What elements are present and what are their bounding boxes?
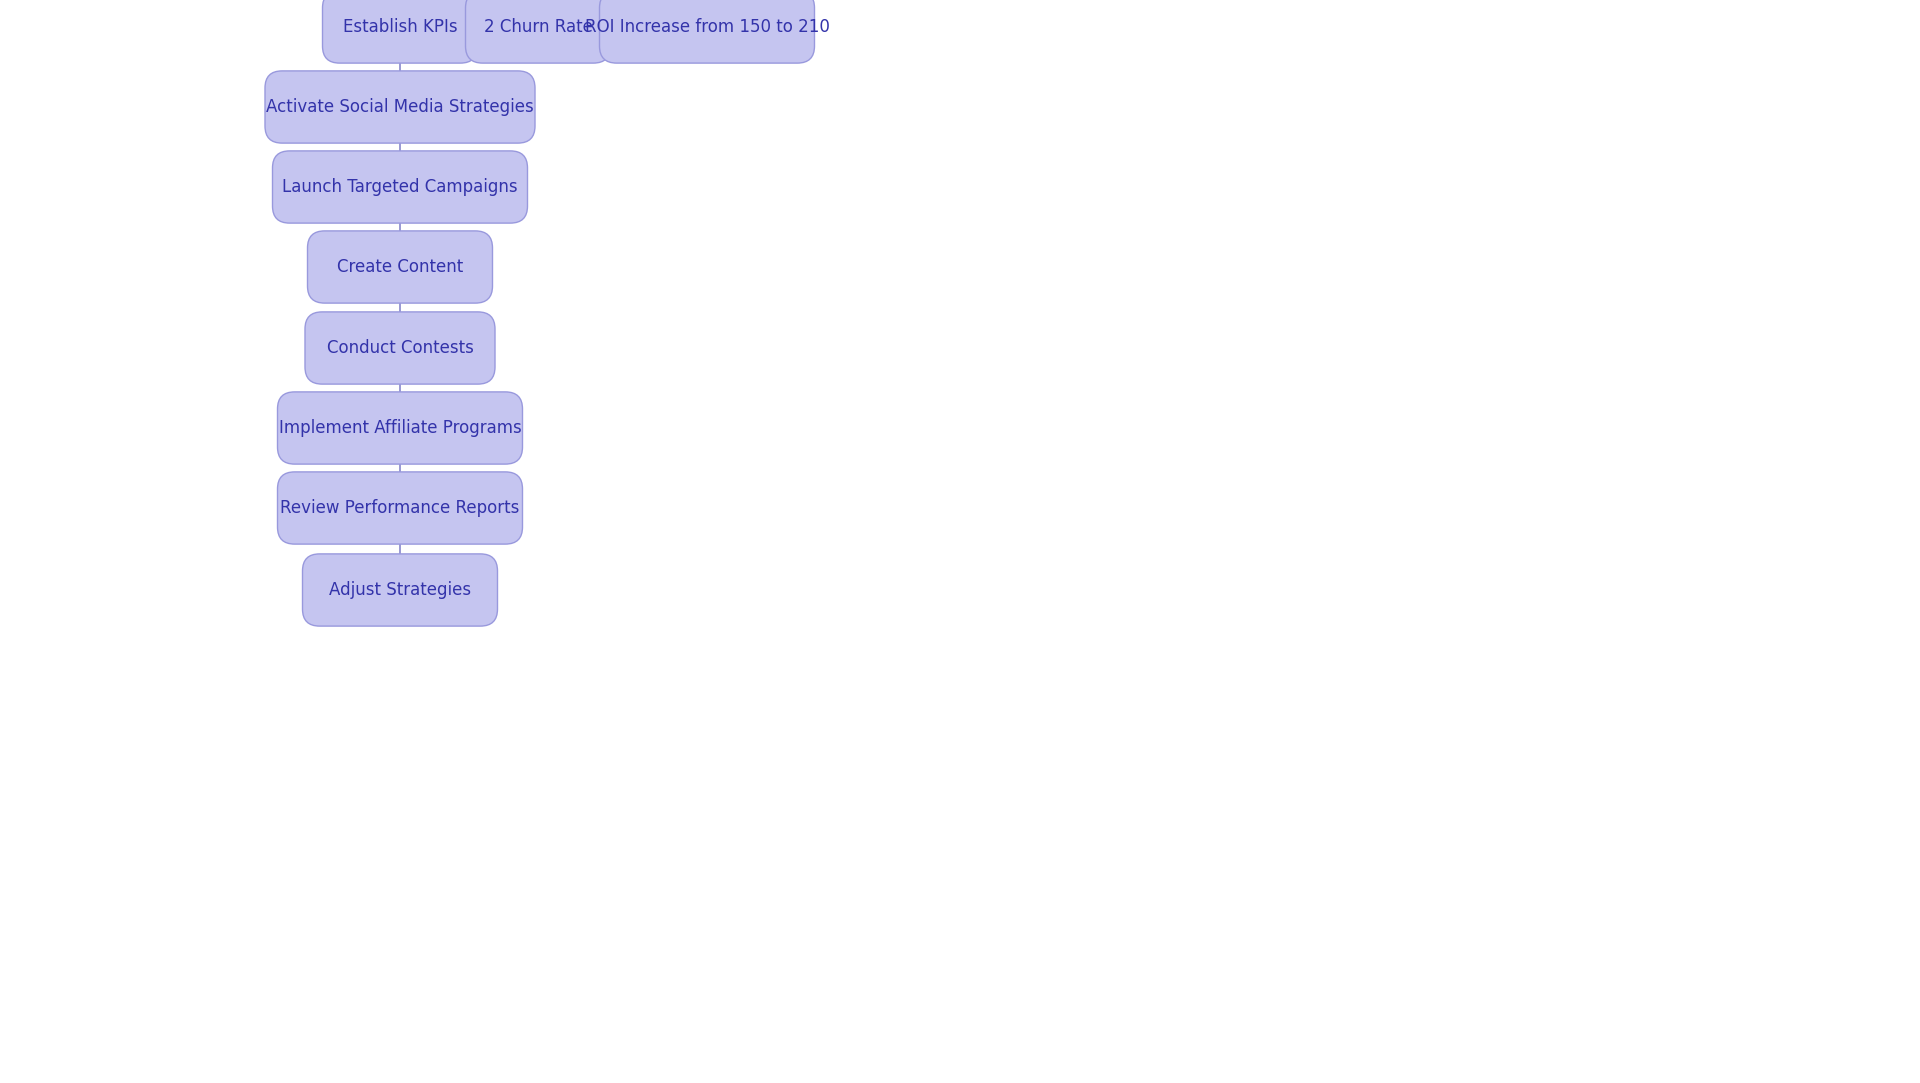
Text: Conduct Contests: Conduct Contests [326, 339, 474, 357]
Text: Implement Affiliate Programs: Implement Affiliate Programs [278, 419, 522, 438]
Text: Adjust Strategies: Adjust Strategies [328, 580, 470, 599]
FancyBboxPatch shape [307, 231, 493, 303]
FancyBboxPatch shape [303, 553, 497, 626]
FancyBboxPatch shape [278, 392, 522, 465]
Text: Establish KPIs: Establish KPIs [342, 18, 457, 36]
Text: 2 Churn Rate: 2 Churn Rate [484, 18, 593, 36]
FancyBboxPatch shape [305, 312, 495, 384]
FancyBboxPatch shape [265, 70, 536, 143]
Text: Activate Social Media Strategies: Activate Social Media Strategies [267, 97, 534, 116]
FancyBboxPatch shape [599, 0, 814, 63]
Text: Create Content: Create Content [336, 258, 463, 276]
FancyBboxPatch shape [323, 0, 478, 63]
FancyBboxPatch shape [278, 472, 522, 544]
FancyBboxPatch shape [465, 0, 611, 63]
Text: Launch Targeted Campaigns: Launch Targeted Campaigns [282, 178, 518, 196]
Text: ROI Increase from 150 to 210: ROI Increase from 150 to 210 [584, 18, 829, 36]
Text: Review Performance Reports: Review Performance Reports [280, 499, 520, 517]
FancyBboxPatch shape [273, 151, 528, 223]
